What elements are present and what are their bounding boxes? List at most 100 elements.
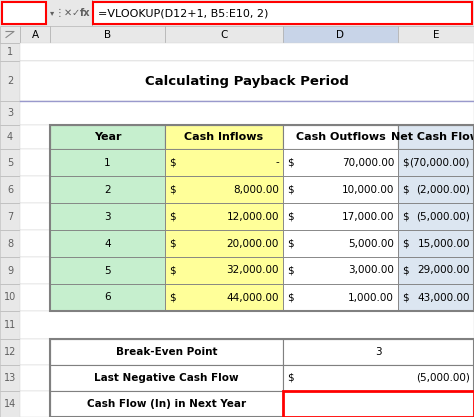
Text: 4: 4 [104,239,111,249]
Bar [165,203,283,230]
Bar [20,26,50,43]
Bar [283,284,398,311]
Bar [20,149,474,176]
Text: $: $ [287,399,293,409]
Bar [20,61,474,101]
Bar [50,26,165,43]
Text: EXCEL · DATA · BI: EXCEL · DATA · BI [404,402,457,407]
Bar [20,61,474,101]
Bar [50,125,165,149]
Bar [0,26,20,43]
Text: $: $ [287,239,293,249]
Bar [0,284,20,311]
Bar [0,125,20,149]
Bar [283,176,398,203]
Text: ⋮: ⋮ [55,8,65,18]
Bar [398,149,474,176]
Text: 5: 5 [7,158,13,168]
Text: 12,000.00: 12,000.00 [227,211,279,221]
Bar [283,391,474,417]
Text: $: $ [169,184,176,194]
Text: 6: 6 [7,184,13,194]
Text: 4: 4 [7,132,13,142]
Bar [398,230,474,257]
Text: Break-Even Point: Break-Even Point [116,347,217,357]
Bar [50,125,474,311]
Bar [20,203,474,230]
Text: 15,000.00: 15,000.00 [418,239,470,249]
Text: Net Cash Flow: Net Cash Flow [392,132,474,142]
Text: D: D [337,30,345,40]
Text: 1: 1 [104,158,111,168]
Bar [398,203,474,230]
Text: $: $ [402,239,409,249]
Text: 10,000.00: 10,000.00 [342,184,394,194]
Text: exceldemy: exceldemy [418,400,464,409]
Text: $: $ [287,373,293,383]
Bar [0,43,20,61]
Text: $: $ [402,184,409,194]
Bar [92,0,93,26]
Text: ▲: ▲ [399,402,404,408]
Bar [165,26,283,43]
Text: 14: 14 [4,399,16,409]
Text: 5: 5 [104,266,111,276]
Bar [0,311,20,339]
Bar [165,176,283,203]
Text: Calculating Payback Period: Calculating Payback Period [145,75,349,88]
Text: 1,000.00: 1,000.00 [348,292,394,302]
Bar [50,230,165,257]
Text: C: C [220,30,228,40]
Text: ✓: ✓ [72,8,80,18]
Bar [50,365,283,391]
Text: 10: 10 [4,292,16,302]
Text: Cash Flow (In) in Next Year: Cash Flow (In) in Next Year [87,399,246,409]
Text: 70,000.00: 70,000.00 [342,158,394,168]
Text: $: $ [402,292,409,302]
Bar [165,125,283,149]
Bar [283,26,398,43]
Bar [165,149,283,176]
Text: 12: 12 [4,347,16,357]
Bar [0,61,20,101]
Text: (5,000.00): (5,000.00) [416,373,470,383]
Text: 3: 3 [375,347,382,357]
Bar [20,176,474,203]
Text: 7: 7 [7,211,13,221]
Text: 20,000.00: 20,000.00 [227,239,279,249]
Text: fx: fx [80,8,90,18]
Bar [0,365,20,391]
Bar [0,0,474,26]
Bar [165,284,283,311]
Bar [283,339,474,365]
Bar [50,339,283,365]
Bar [398,284,474,311]
Bar [20,365,474,391]
Bar [0,149,20,176]
Text: ✕: ✕ [64,8,72,18]
Bar [398,257,474,284]
Text: 3: 3 [104,211,111,221]
Text: $: $ [287,292,293,302]
Bar [0,391,20,417]
Bar [0,101,20,125]
Text: 11: 11 [4,320,16,330]
Bar [283,257,398,284]
Bar [0,203,20,230]
Bar [50,149,165,176]
Text: (5,000.00): (5,000.00) [416,211,470,221]
Text: 2: 2 [7,76,13,86]
Text: -: - [275,158,279,168]
Bar [50,203,165,230]
Text: $: $ [287,184,293,194]
Bar [2,2,46,24]
Bar [0,339,20,365]
Text: $: $ [402,158,409,168]
Bar [0,257,20,284]
Text: A: A [31,30,38,40]
Bar [50,176,165,203]
Text: 3,000.00: 3,000.00 [348,266,394,276]
Bar [283,125,398,149]
Text: =VLOOKUP(D12+1, B5:E10, 2): =VLOOKUP(D12+1, B5:E10, 2) [98,8,268,18]
Text: $: $ [287,211,293,221]
